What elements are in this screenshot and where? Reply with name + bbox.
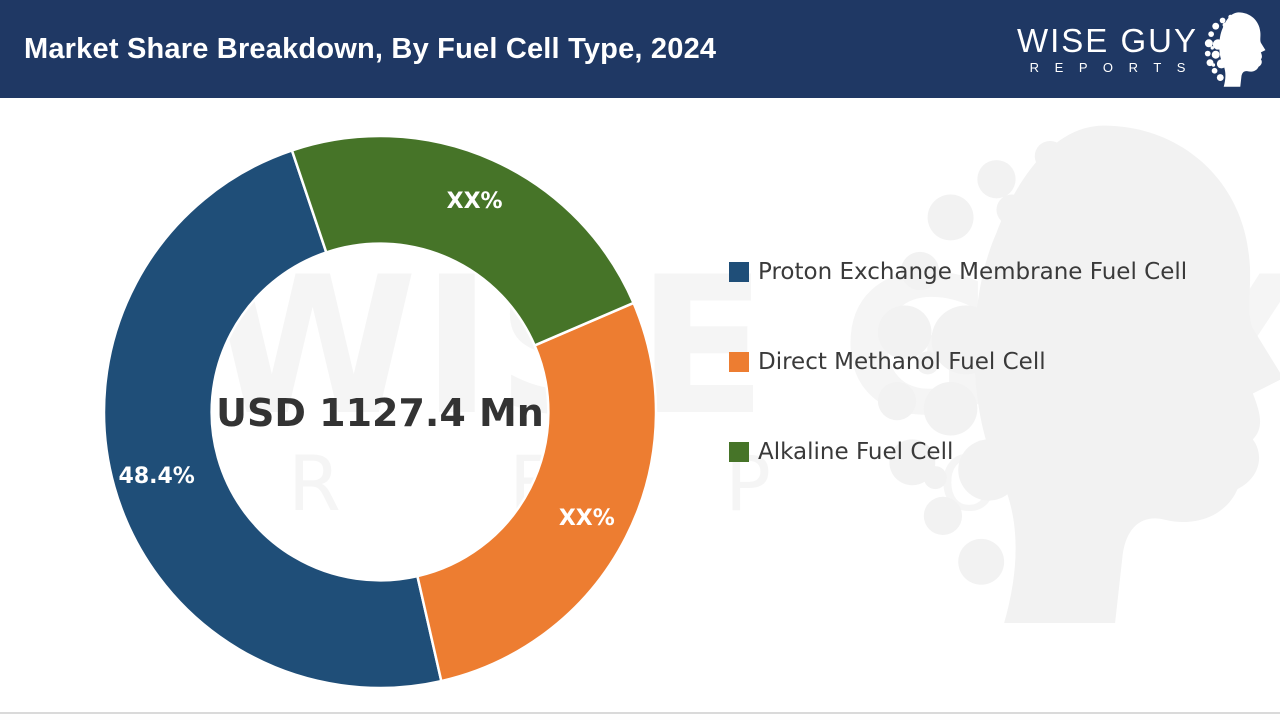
logo-face-icon (1204, 12, 1266, 87)
slice-label-1: 48.4% (119, 464, 195, 489)
pie-slice-1 (102, 149, 443, 690)
legend-swatch (729, 352, 749, 372)
pie-slice-2 (416, 301, 658, 683)
legend-swatch (729, 262, 749, 282)
legend-swatch (729, 442, 749, 462)
legend-item-3: Alkaline Fuel Cell (729, 438, 1187, 466)
logo-text: WISE GUY R E P O R T S (1017, 24, 1198, 75)
header: Market Share Breakdown, By Fuel Cell Typ… (0, 0, 1280, 98)
logo-subtext: R E P O R T S (1029, 59, 1192, 75)
logo-wordmark: WISE GUY (1016, 21, 1198, 59)
brand-logo: WISE GUY R E P O R T S (1017, 11, 1266, 87)
slice-label-3: XX% (447, 189, 503, 214)
legend-label: Proton Exchange Membrane Fuel Cell (758, 259, 1188, 285)
pie-slice-labels: 48.4% XX% XX% (119, 189, 615, 531)
bottom-divider (0, 712, 1280, 720)
legend-item-1: Proton Exchange Membrane Fuel Cell (729, 258, 1187, 286)
chart-legend: Proton Exchange Membrane Fuel Cell Direct… (729, 258, 1187, 466)
legend-label: Direct Methanol Fuel Cell (758, 349, 1046, 375)
pie-slice-3 (290, 134, 635, 347)
donut-center-value: USD 1127.4 Mn (216, 391, 544, 435)
legend-label: Alkaline Fuel Cell (758, 439, 954, 465)
page-title: Market Share Breakdown, By Fuel Cell Typ… (24, 32, 717, 65)
legend-item-2: Direct Methanol Fuel Cell (729, 348, 1187, 376)
slice-label-2: XX% (559, 506, 615, 531)
pie-slices (102, 134, 658, 690)
